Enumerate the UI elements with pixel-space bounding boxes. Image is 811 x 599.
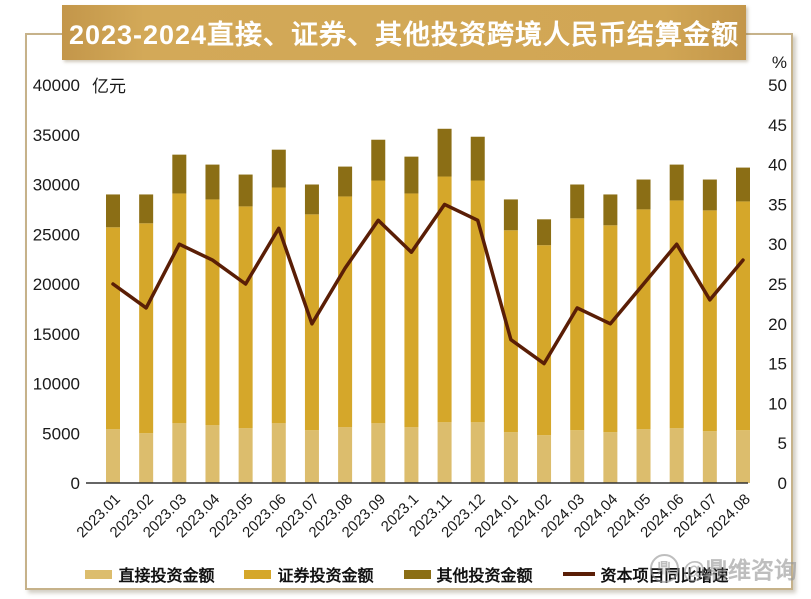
- legend-item: 证券投资金额: [244, 562, 374, 586]
- right-axis-tick-label: 35: [768, 195, 787, 214]
- right-axis-tick-label: 20: [768, 315, 787, 334]
- left-axis-tick-label: 25000: [33, 225, 80, 244]
- left-axis-tick-label: 10000: [33, 375, 80, 394]
- bar-segment: [669, 164, 684, 201]
- bar-segment: [106, 227, 120, 430]
- bar-segment: [139, 194, 154, 224]
- bar-segment: [271, 423, 286, 483]
- bar-segment: [702, 431, 717, 483]
- bar-segment: [338, 196, 353, 428]
- bar-segment: [371, 180, 386, 424]
- bar-segment: [570, 218, 585, 431]
- left-axis-tick-label: 35000: [33, 126, 80, 145]
- left-axis-tick-label: 40000: [33, 76, 80, 95]
- left-axis-tick-label: 30000: [33, 176, 80, 195]
- legend-label: 其他投资金额: [436, 568, 533, 585]
- bar-segment: [371, 139, 386, 181]
- bar-segment: [470, 422, 485, 483]
- bar-segment: [603, 432, 618, 483]
- bar-segment: [736, 430, 750, 483]
- watermark-logo-icon: 鼎: [649, 553, 679, 583]
- bar-segment: [570, 430, 585, 483]
- bar-segment: [238, 174, 253, 207]
- legend-label: 直接投资金额: [118, 568, 215, 585]
- chart-title-banner: 2023-2024直接、证券、其他投资跨境人民币结算金额: [62, 5, 746, 60]
- bar-segment: [338, 166, 353, 197]
- right-axis-tick-label: 25: [768, 275, 787, 294]
- chart-title: 2023-2024直接、证券、其他投资跨境人民币结算金额: [68, 20, 740, 50]
- bar-segment: [503, 432, 518, 483]
- bar-segment: [570, 184, 585, 219]
- bar-segment: [603, 225, 618, 433]
- bar-segment: [205, 425, 220, 483]
- bar-segment: [304, 430, 319, 483]
- bar-segment: [371, 423, 386, 483]
- left-axis-unit-label: 亿元: [92, 77, 126, 96]
- bar-segment: [139, 433, 154, 483]
- bar-segment: [271, 149, 286, 188]
- legend-color-swatch-icon: [85, 569, 113, 579]
- bar-segment: [470, 180, 485, 423]
- right-axis-tick-label: 45: [768, 116, 787, 135]
- legend-color-swatch-icon: [244, 569, 272, 579]
- right-axis-tick-label: 15: [768, 355, 787, 374]
- bar-segment: [437, 176, 452, 423]
- left-axis-tick-label: 15000: [33, 325, 80, 344]
- right-axis-tick-label: 5: [778, 434, 787, 453]
- right-axis-tick-label: 0: [778, 474, 787, 493]
- ratio-line: [111, 202, 745, 366]
- bar-segment: [470, 136, 485, 181]
- bar-segment: [205, 164, 220, 200]
- bar-segment: [503, 230, 518, 433]
- bar-segment: [736, 167, 750, 202]
- bar-segment: [636, 429, 651, 483]
- bar-segment: [537, 245, 552, 436]
- bar-segment: [736, 201, 750, 431]
- bar-segment: [238, 428, 253, 483]
- bar-segment: [205, 199, 220, 426]
- bar-segment: [503, 199, 518, 231]
- right-axis-tick-label: 30: [768, 235, 787, 254]
- bar-segment: [106, 194, 120, 228]
- legend-line-swatch-icon: [562, 572, 595, 576]
- bar-segment: [636, 209, 651, 430]
- bar-segment: [238, 206, 253, 429]
- bar-segment: [603, 194, 618, 226]
- right-axis-tick-label: 10: [768, 394, 787, 413]
- bar-segment: [106, 429, 120, 483]
- bar-segment: [669, 428, 684, 483]
- bar-segment: [702, 179, 717, 211]
- left-axis-tick-label: 20000: [33, 275, 80, 294]
- bar-segment: [636, 179, 651, 210]
- right-axis-unit-label: %: [772, 53, 787, 72]
- legend-item: 其他投资金额: [403, 562, 533, 586]
- bar-segment: [404, 427, 419, 483]
- bar-segment: [437, 128, 452, 177]
- bar-segment: [304, 184, 319, 215]
- bar-segment: [338, 427, 353, 483]
- legend-label: 证券投资金额: [277, 568, 374, 585]
- watermark: 鼎 @鼎维咨询: [649, 551, 797, 585]
- bar-segment: [172, 423, 187, 483]
- bar-segment: [537, 219, 552, 246]
- bar-segment: [702, 210, 717, 432]
- legend-item: 直接投资金额: [85, 562, 214, 586]
- right-axis-tick-label: 50: [768, 76, 787, 95]
- bar-segment: [537, 435, 552, 483]
- legend-color-swatch-icon: [403, 569, 431, 579]
- left-axis-tick-label: 5000: [42, 424, 80, 443]
- right-axis-tick-label: 40: [768, 156, 787, 175]
- left-axis-tick-label: 0: [71, 474, 80, 493]
- bar-segment: [271, 187, 286, 424]
- watermark-text: @鼎维咨询: [682, 557, 797, 583]
- bar-segment: [172, 193, 187, 424]
- bar-segment: [172, 154, 187, 194]
- bar-segment: [404, 156, 419, 194]
- bar-segment: [404, 193, 419, 428]
- bar-segment: [437, 422, 452, 483]
- bar-segment: [139, 223, 154, 434]
- bar-segment: [669, 200, 684, 429]
